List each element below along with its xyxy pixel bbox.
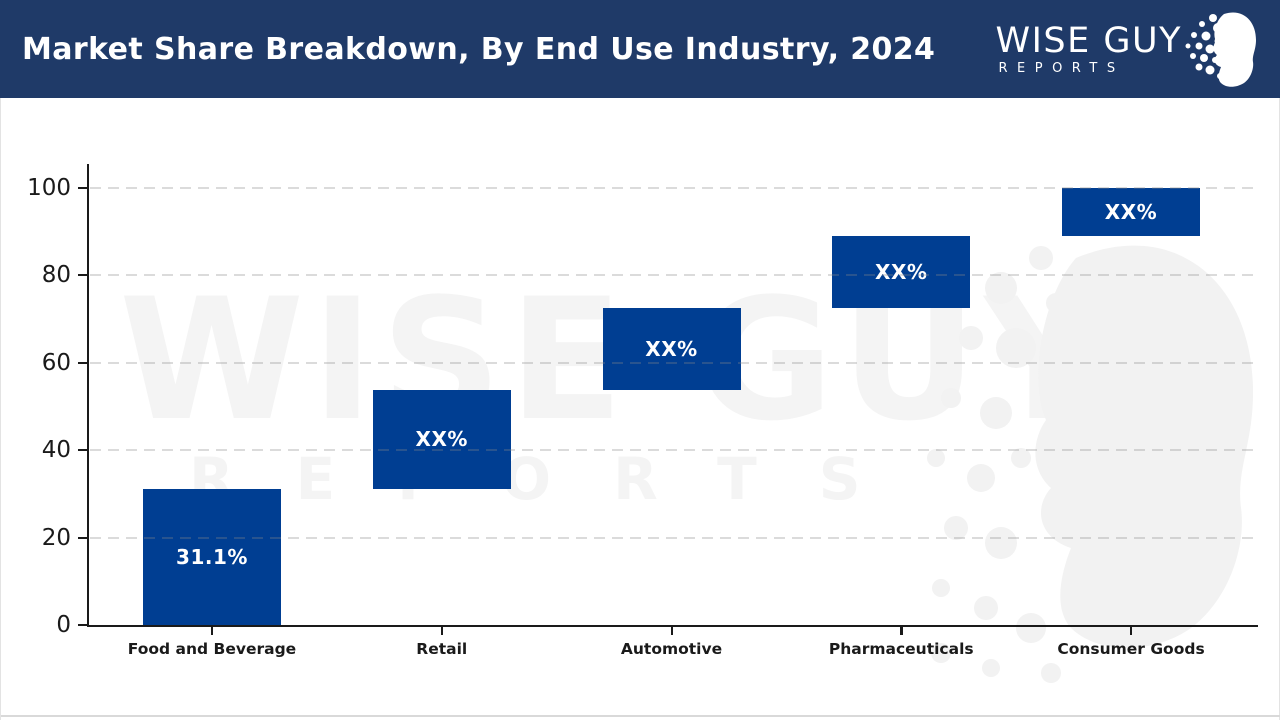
bar: XX% [832, 235, 971, 309]
bar: 31.1% [143, 488, 281, 625]
wiseguy-logo-text: WISE GUY REPORTS [995, 20, 1182, 76]
x-tick-mark [900, 627, 903, 635]
gridline [90, 274, 1259, 276]
category-label: Automotive [620, 640, 723, 658]
y-tick-mark [78, 361, 87, 364]
gridline [90, 361, 1259, 364]
bar-value-label: 31.1% [176, 544, 248, 569]
bar-value-label: XX% [415, 427, 468, 452]
gridline [90, 536, 1259, 539]
category-label: Retail [416, 640, 468, 658]
y-tick-mark [78, 536, 87, 539]
bar-value-label: XX% [645, 336, 698, 361]
watermark-subtitle: REPORTS [189, 445, 923, 513]
bar: XX% [602, 308, 741, 390]
chart-title: Market Share Breakdown, By End Use Indus… [22, 31, 936, 67]
y-tick-label: 20 [41, 524, 71, 551]
plot-area: 31.1% XX% XX% XX% XX% 0 20 40 60 80 100 Food and Be… [1, 98, 1280, 720]
logo-subtitle: REPORTS [998, 60, 1125, 76]
bar: XX% [1062, 187, 1200, 236]
category-label: Food and Beverage [127, 640, 297, 658]
y-tick-label: 80 [41, 262, 71, 288]
x-tick-mark [1130, 627, 1133, 635]
x-tick-mark [440, 627, 444, 635]
y-tick-label: 100 [27, 174, 71, 201]
chart-canvas: WISE GUY REPORTS 31.1% XX% XX% XX% XX% 0 20 40 6… [0, 98, 1280, 720]
logo-wordmark: WISE GUY [995, 20, 1182, 61]
bar-value-label: XX% [1104, 199, 1158, 224]
gridline [90, 186, 1259, 189]
bar: XX% [372, 389, 511, 489]
x-axis-line [87, 625, 1258, 628]
y-tick-mark [78, 186, 87, 189]
gridline [90, 449, 1259, 451]
x-tick-mark [670, 627, 673, 635]
x-tick-mark [211, 627, 214, 635]
y-tick-label: 40 [41, 437, 71, 463]
header-bar: Market Share Breakdown, By End Use Indus… [0, 0, 1280, 98]
y-axis-line [87, 164, 90, 627]
wiseguy-logo: WISE GUY REPORTS [995, 8, 1258, 90]
y-tick-label: 60 [41, 349, 71, 376]
bottom-border-rule [1, 715, 1280, 717]
wiseguy-face-icon [1185, 12, 1256, 87]
y-tick-mark [78, 624, 87, 627]
y-tick-label: 0 [56, 612, 71, 638]
y-tick-mark [78, 274, 87, 277]
category-label: Pharmaceuticals [828, 640, 974, 658]
y-tick-mark [78, 449, 87, 452]
category-label: Consumer Goods [1057, 640, 1205, 658]
bar-value-label: XX% [875, 259, 928, 284]
watermark-face-icon [927, 245, 1254, 683]
